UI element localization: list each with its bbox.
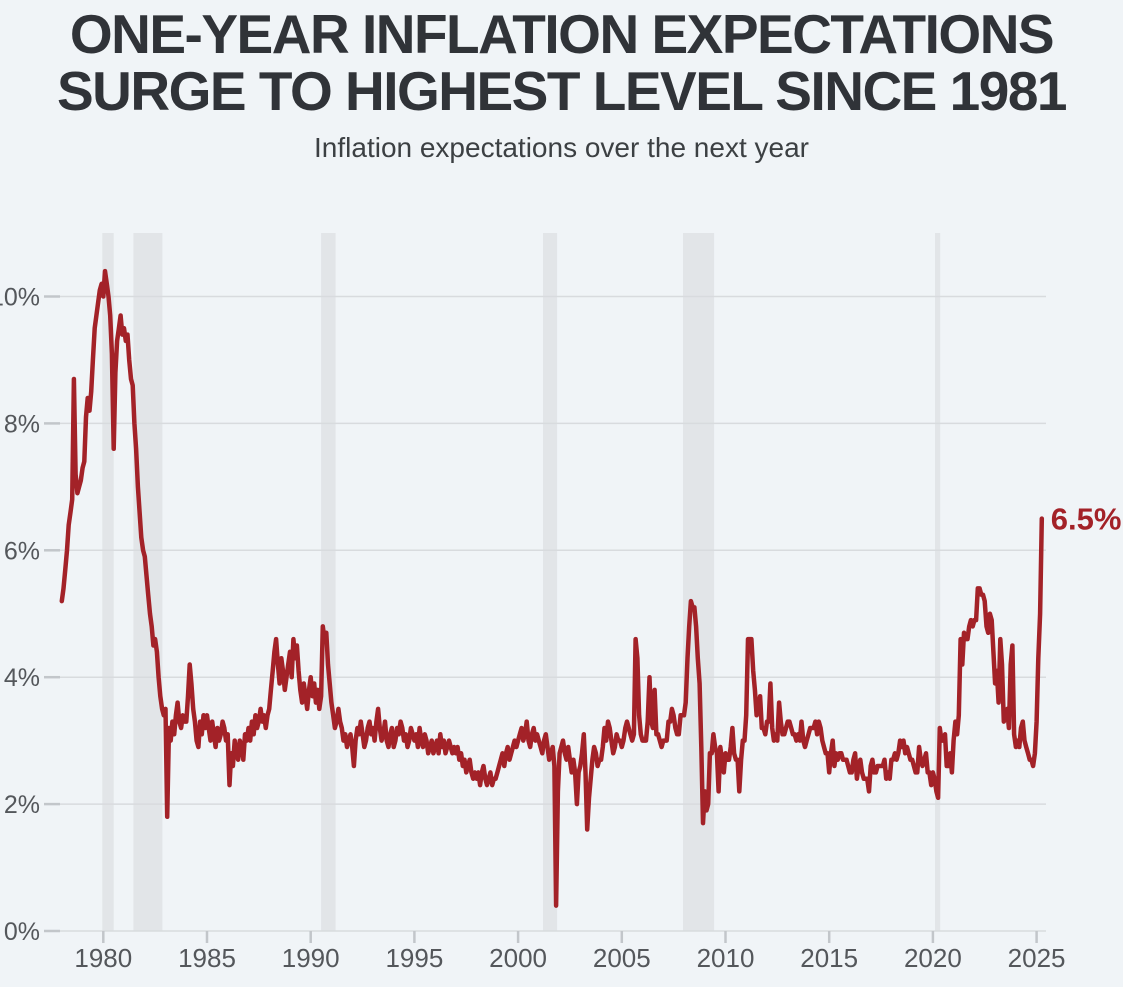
y-axis-label: 2% — [4, 791, 40, 819]
recession-band — [321, 233, 336, 931]
y-axis-label: 6% — [4, 537, 40, 565]
x-axis-label: 2015 — [800, 943, 858, 973]
recession-band — [683, 233, 715, 931]
x-axis-label: 2020 — [904, 943, 962, 973]
inflation-line — [59, 268, 1045, 908]
header: ONE-YEAR INFLATION EXPECTATIONS SURGE TO… — [0, 0, 1123, 164]
end-value-label: 6.5% — [1051, 502, 1122, 537]
recession-band — [102, 233, 114, 931]
x-axis-label: 2005 — [593, 943, 651, 973]
y-axis-label: 10% — [0, 284, 40, 312]
x-axis-label: 1980 — [74, 943, 132, 973]
x-axis-label: 1995 — [385, 943, 443, 973]
x-axis-label: 2025 — [1008, 943, 1066, 973]
recession-band — [935, 233, 941, 931]
x-axis-label: 1985 — [178, 943, 236, 973]
title-line-1: ONE-YEAR INFLATION EXPECTATIONS — [69, 3, 1055, 65]
y-axis-label: 0% — [4, 918, 40, 946]
y-axis-label: 4% — [4, 664, 40, 692]
title-line-2: SURGE TO HIGHEST LEVEL SINCE 1981 — [56, 59, 1068, 122]
x-axis-label: 2000 — [489, 943, 547, 973]
x-axis-label: 1990 — [282, 943, 340, 973]
x-axis-label: 2010 — [697, 943, 755, 973]
y-axis-label: 8% — [4, 410, 40, 438]
chart-subtitle: Inflation expectations over the next yea… — [314, 132, 809, 164]
chart-title: ONE-YEAR INFLATION EXPECTATIONS SURGE TO… — [0, 0, 1123, 119]
